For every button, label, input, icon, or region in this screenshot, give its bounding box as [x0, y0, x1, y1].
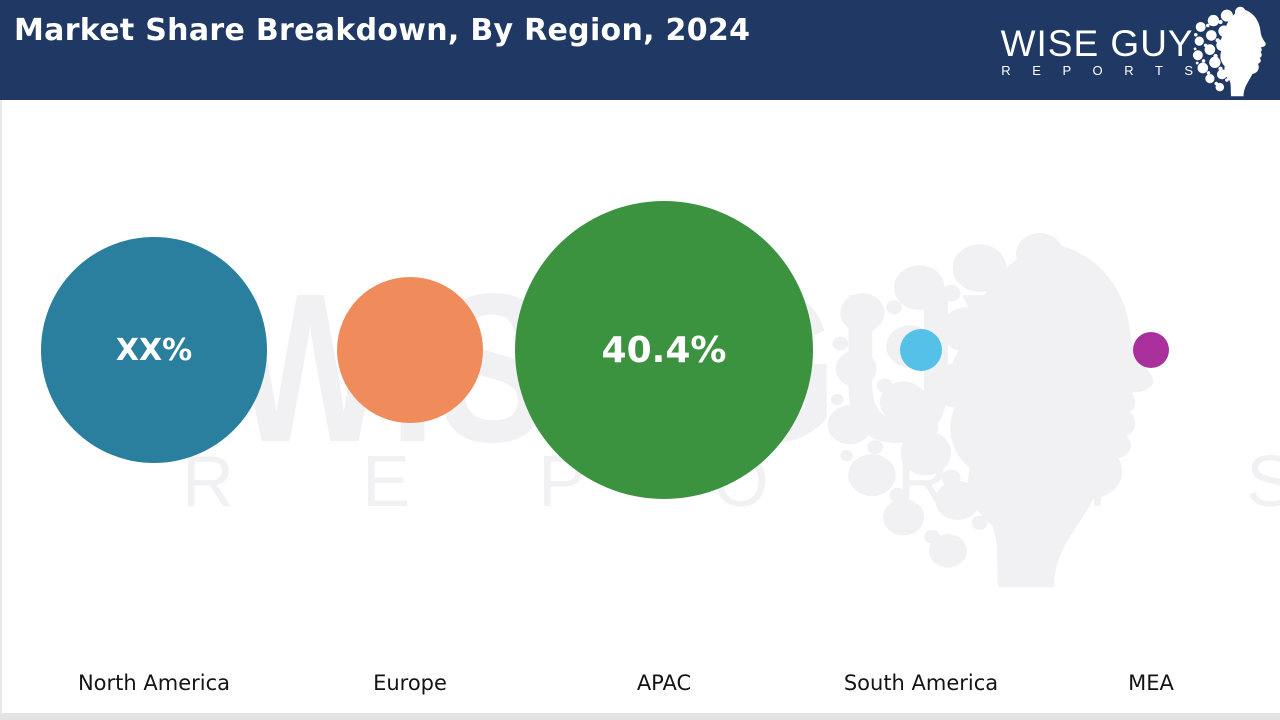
category-label-europe: Europe [373, 671, 447, 695]
bubble-south-america [900, 329, 942, 371]
bubble-europe [337, 277, 483, 423]
logo-line1: WISE GUY [1000, 22, 1194, 64]
category-label-north-america: North America [77, 671, 231, 695]
logo-line2: R E P O R T S [1001, 62, 1202, 78]
bubble-value-label-apac: 40.4% [601, 329, 727, 371]
logo-wordmark: WISE GUY R E P O R T S [992, 25, 1202, 78]
bubble-mea [1133, 332, 1169, 368]
bubble-north-america: XX% [41, 237, 267, 463]
category-label-south-america: South America [843, 671, 999, 695]
watermark-face-logo-icon [815, 226, 1163, 590]
category-label-apac: APAC [636, 671, 692, 695]
page-title: Market Share Breakdown, By Region, 2024 [14, 13, 751, 48]
category-label-mea: MEA [1128, 671, 1174, 695]
left-edge-line [0, 100, 2, 713]
wise-guy-reports-logo: WISE GUY R E P O R T S [992, 2, 1280, 100]
bottom-edge-strip [0, 713, 1280, 720]
logo-face-icon [1188, 5, 1270, 97]
bubble-value-label-north-america: XX% [115, 332, 193, 368]
bubble-apac: 40.4% [515, 201, 813, 499]
title-bar: Market Share Breakdown, By Region, 2024 … [0, 0, 1280, 100]
